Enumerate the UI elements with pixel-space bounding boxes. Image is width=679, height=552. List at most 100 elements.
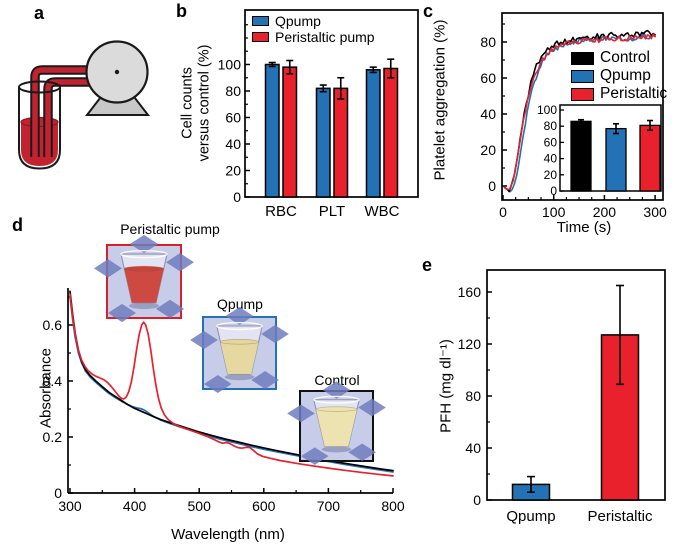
- cup-shadow: [321, 446, 352, 453]
- plot-frame: [486, 269, 666, 501]
- tick-label: 600: [252, 498, 276, 514]
- inset-bar-peristaltic: [639, 124, 661, 192]
- legend-label: Qpump: [275, 13, 321, 29]
- tick-label: 0.4: [43, 373, 63, 389]
- tablecloth-diamond: [287, 404, 315, 423]
- peristaltic-swatch-icon: [252, 32, 269, 42]
- spectrum-peristaltic: [69, 293, 394, 477]
- tick-label: 800: [381, 498, 405, 514]
- wavelength-x-axis-label: Wavelength (nm): [171, 526, 285, 543]
- panel-label-e: e: [422, 255, 433, 275]
- qpump-swatch-icon: [252, 16, 269, 26]
- photo-label-peristaltic-pump: Peristaltic pump: [120, 221, 220, 237]
- category-label: PLT: [319, 203, 345, 220]
- absorbance-y-axis-label: Absorbance: [37, 347, 55, 429]
- tablecloth-diamond: [94, 259, 122, 278]
- pfh-bar-chart: 0 40 80 120 160 Qpump Peristaltic: [458, 269, 666, 525]
- plot-frame: [244, 9, 419, 198]
- category-label: WBC: [365, 203, 400, 220]
- legend-item-peristaltic-pump: Peristaltic pump: [252, 29, 375, 45]
- curve-qpump: [503, 33, 656, 193]
- cup-rim: [120, 249, 168, 259]
- tablecloth-diamond: [261, 325, 289, 343]
- platelet-aggregation-line-chart: 0 100 200 300 0 20 40 60 80 0 20 40 60 80 100: [480, 12, 667, 220]
- tablecloth-diamond: [251, 371, 279, 389]
- legend-label: Control: [600, 49, 650, 66]
- tablecloth-diamond: [130, 234, 158, 254]
- legend-label: Peristaltic: [600, 85, 668, 102]
- y-axis-label-line1: Cell counts: [179, 67, 196, 139]
- liquid-surface: [315, 406, 358, 412]
- tick-label: 0: [473, 492, 481, 508]
- pfh-y-axis-label: PFH (mg dl⁻¹): [437, 339, 455, 433]
- control-swatch-icon: [571, 51, 594, 65]
- time-x-axis-label: Time (s): [556, 219, 612, 236]
- tick-label: 0.6: [43, 317, 63, 333]
- inset-tick-label: 60: [544, 135, 558, 149]
- bar-WBC-Peristaltic pump: [383, 67, 399, 198]
- inset-tick-label: 20: [544, 168, 558, 182]
- legend-item-qpump: Qpump: [571, 67, 651, 85]
- panel-label-d: d: [12, 215, 23, 235]
- legend-item-qpump: Qpump: [252, 13, 321, 29]
- liquid-surface: [123, 265, 165, 272]
- cell-counts-y-axis-label: Cell counts versus control (%): [179, 45, 212, 162]
- tick-label: 120: [458, 336, 482, 352]
- bar-PLT-Qpump: [315, 87, 331, 198]
- absorbance-spectrum-chart: 300 400 500 600 700 800 0 0.2 0.4 0.6: [43, 288, 405, 514]
- panel-label-b: b: [176, 1, 187, 21]
- inset-tick-label: 80: [544, 119, 558, 133]
- tick-label: 40: [465, 440, 481, 456]
- y-axis-label-line2: versus control (%): [196, 44, 212, 162]
- bar-WBC-Qpump: [365, 69, 381, 198]
- tick-label: 0: [233, 189, 241, 205]
- peristaltic-swatch-icon: [571, 87, 594, 101]
- inset-bar-control: [570, 120, 592, 192]
- legend-label: Qpump: [600, 67, 651, 84]
- category-label: RBC: [265, 203, 297, 220]
- cup-photo: [94, 234, 194, 323]
- legend-label: Peristaltic pump: [275, 29, 375, 45]
- cup-shadow: [129, 302, 159, 310]
- tablecloth-diamond: [108, 303, 136, 323]
- cup-liquid: [315, 409, 358, 447]
- cup-liquid: [124, 268, 164, 303]
- legend-item-control: Control: [571, 49, 650, 67]
- inset-tick-label: 40: [544, 152, 558, 166]
- tick-label: 40: [225, 136, 241, 152]
- qpump-swatch-icon: [571, 69, 594, 83]
- cup-photo: [190, 307, 289, 393]
- photo-control: [287, 381, 386, 465]
- tablecloth-diamond: [348, 443, 376, 461]
- tick-label: 80: [480, 34, 496, 50]
- panel-label-a: a: [34, 3, 45, 23]
- cup-photo: [287, 381, 386, 465]
- tick-label: 500: [188, 498, 212, 514]
- inset-tick-label: 100: [537, 103, 557, 117]
- bar-PLT-Peristaltic pump: [333, 87, 349, 198]
- inset-tick-label: 0: [550, 184, 557, 198]
- tube: [32, 67, 96, 157]
- tick-label: 100: [218, 57, 242, 73]
- pump-axle: [114, 69, 120, 75]
- tick-label: 200: [593, 204, 617, 220]
- panel-label-c: c: [423, 1, 434, 21]
- tablecloth-diamond: [190, 331, 218, 349]
- bar-RBC-Qpump: [264, 63, 280, 198]
- pump-schematic: [18, 40, 151, 170]
- liquid-surface: [220, 339, 259, 345]
- tick-label: 0: [488, 178, 496, 194]
- tick-label: 300: [643, 204, 667, 220]
- legend-item-peristaltic: Peristaltic: [571, 85, 667, 103]
- tick-label: 80: [225, 83, 241, 99]
- platelet-y-axis-label: Platelet aggregation (%): [431, 19, 449, 181]
- tick-label: 60: [480, 70, 496, 86]
- cup-rim: [216, 321, 263, 331]
- tick-label: 300: [58, 498, 82, 514]
- tube: [45, 79, 96, 157]
- tick-label: 160: [458, 284, 482, 300]
- tick-label: 100: [542, 204, 566, 220]
- photo-peristaltic-pump: [94, 234, 194, 323]
- tablecloth-diamond: [225, 307, 254, 325]
